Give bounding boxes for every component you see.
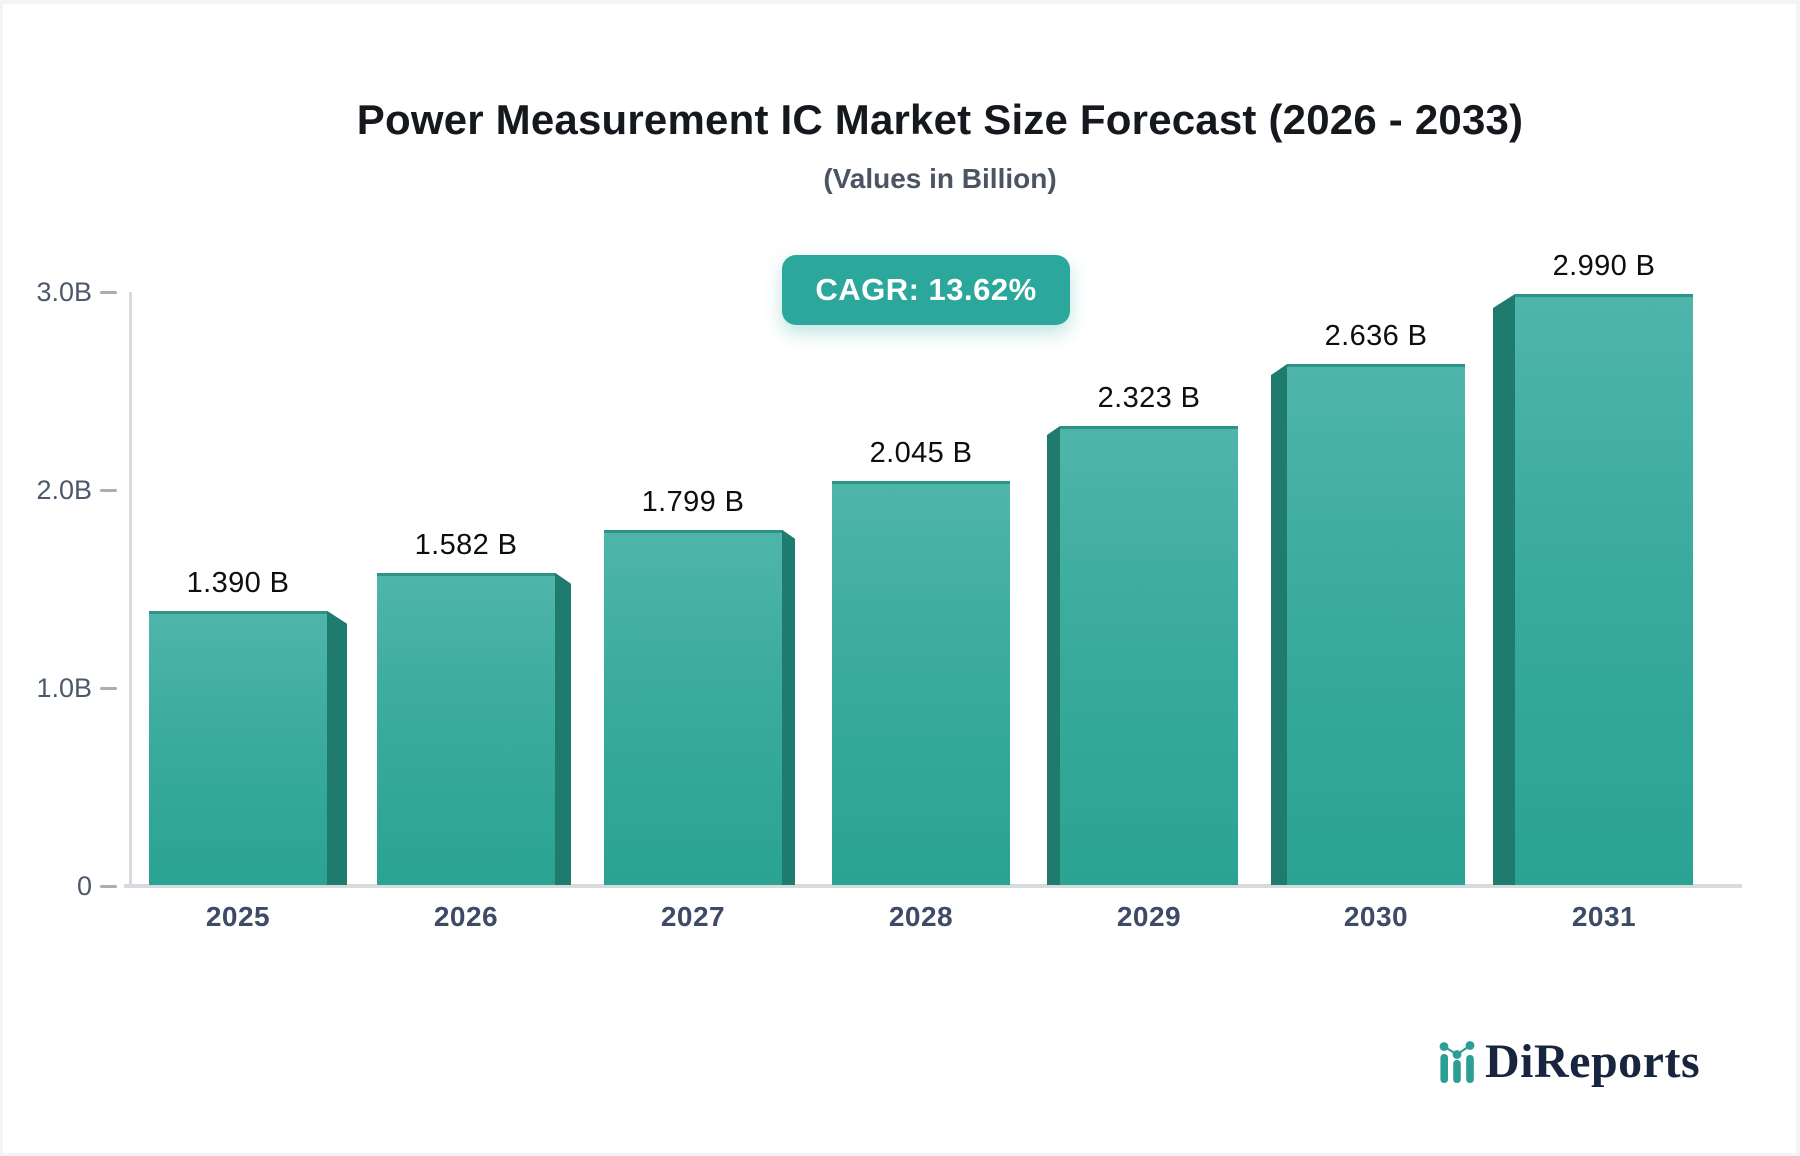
y-tick-label: 2.0B (36, 475, 92, 505)
bar-face (1060, 426, 1238, 885)
x-axis-label: 2025 (205, 901, 271, 932)
brand-name: DiReports (1485, 1035, 1701, 1088)
y-tick (100, 687, 117, 690)
x-axis-label: 2028 (888, 901, 954, 932)
bar-value-label: 1.799 B (641, 485, 745, 518)
x-axis-label: 2027 (660, 901, 726, 932)
bar-face (832, 481, 1010, 885)
y-tick (100, 885, 117, 888)
bar-face (1515, 293, 1693, 885)
chart-card: Power Measurement IC Market Size Forecas… (3, 4, 1796, 1153)
y-tick-label: 0 (76, 871, 92, 901)
x-axis-label: 2026 (433, 901, 499, 932)
bar-value-label: 2.045 B (869, 437, 973, 470)
y-tick-label: 3.0B (36, 277, 92, 307)
chart-title: Power Measurement IC Market Size Forecas… (356, 96, 1524, 143)
bar-side-face (555, 572, 571, 885)
brand-logo: DiReports (1438, 1035, 1701, 1088)
chart-subtitle: (Values in Billion) (823, 163, 1057, 194)
bar-value-label: 2.636 B (1324, 320, 1428, 353)
bar-side-face (1493, 293, 1515, 885)
bar-face (604, 529, 782, 885)
x-axis-line (124, 884, 1742, 888)
x-axis-label: 2031 (1571, 901, 1637, 932)
bar-chart-logo-icon (1439, 1041, 1475, 1083)
bar-side-face (782, 529, 795, 885)
bar-value-label: 2.323 B (1097, 382, 1201, 415)
y-tick-label: 1.0B (36, 673, 92, 703)
y-tick (100, 291, 117, 294)
bar-side-face (1047, 426, 1060, 885)
cagr-badge: CAGR: 13.62% (782, 255, 1070, 325)
bar-value-label: 1.582 B (414, 528, 518, 561)
bar-face (149, 610, 327, 885)
bar-value-label: 1.390 B (186, 566, 290, 599)
bar-side-face (327, 610, 347, 885)
x-axis-label: 2030 (1343, 901, 1409, 932)
bar-value-label: 2.990 B (1552, 249, 1656, 282)
y-axis-line (129, 292, 132, 888)
y-tick (100, 489, 117, 492)
bar-face (377, 572, 555, 885)
bar-side-face (1271, 364, 1287, 885)
x-axis-label: 2029 (1116, 901, 1182, 932)
bar-face (1287, 364, 1465, 885)
